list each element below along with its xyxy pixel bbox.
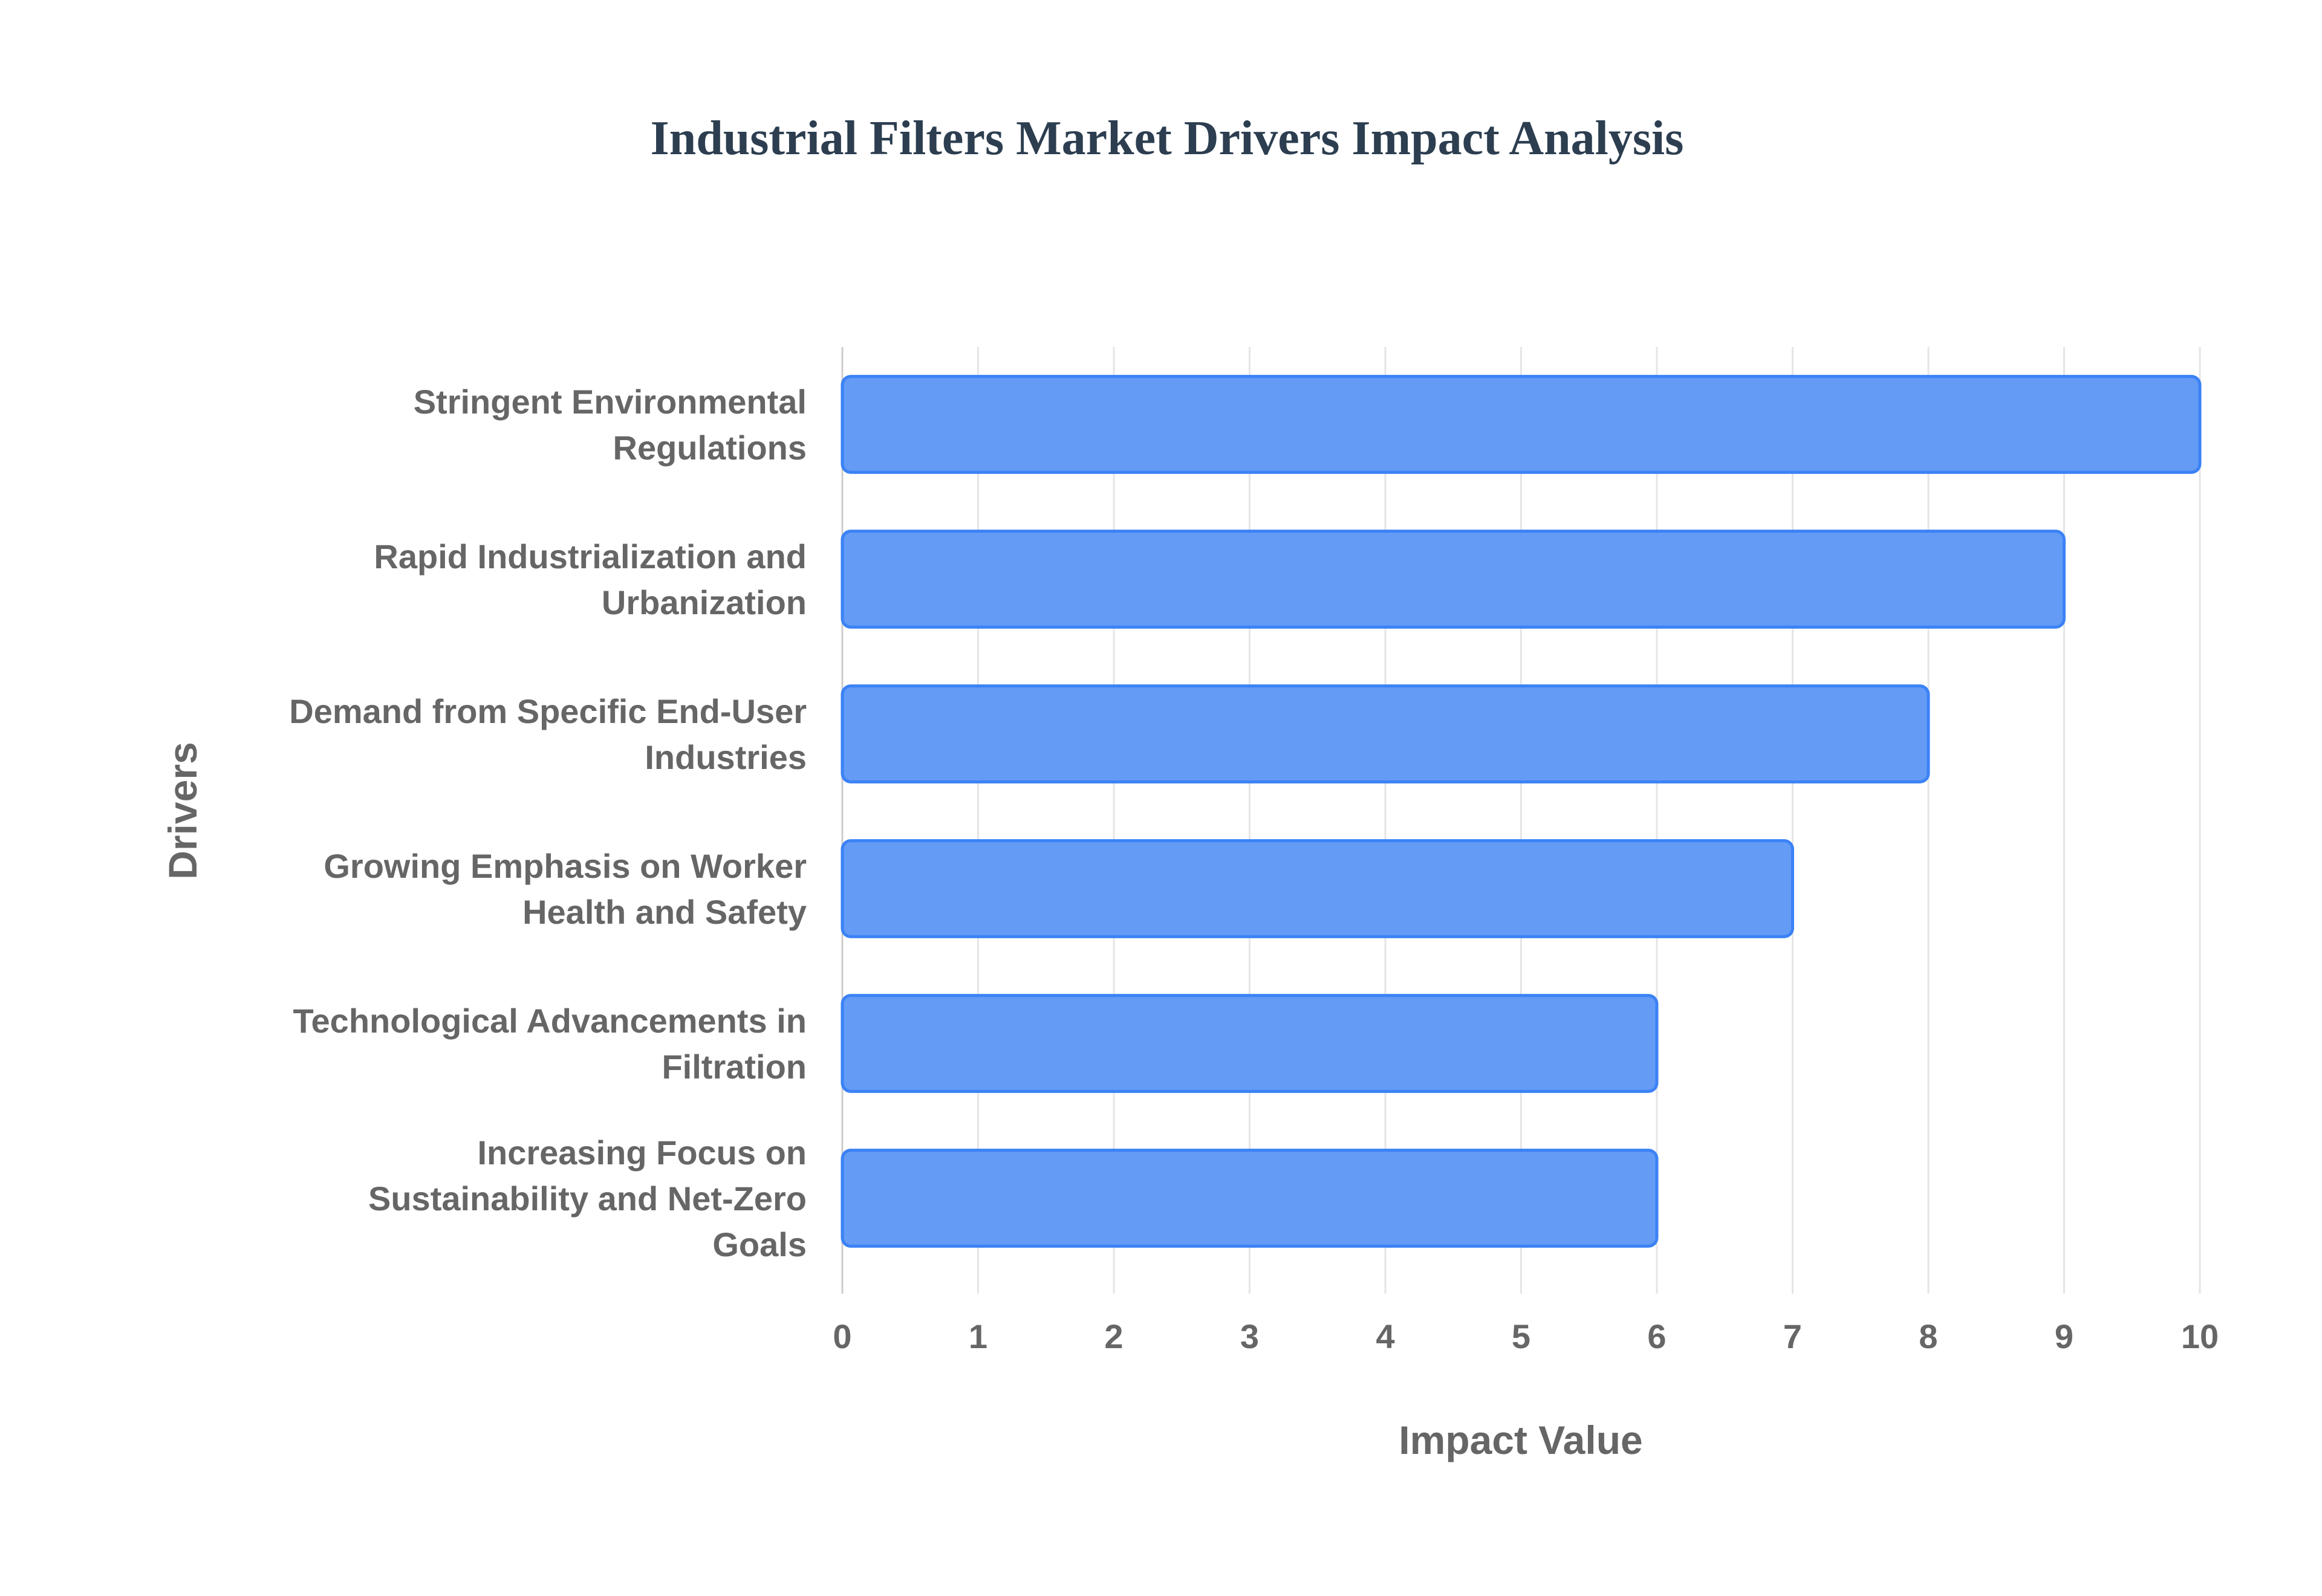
- category-label: Growing Emphasis on Worker: [324, 847, 807, 885]
- x-tick-label: 10: [2181, 1317, 2219, 1355]
- bar: [841, 530, 2066, 629]
- category-label: Regulations: [613, 429, 807, 467]
- bar: [841, 839, 1794, 938]
- category-label: Increasing Focus on: [477, 1134, 807, 1172]
- bars: [841, 375, 2202, 1248]
- category-label: Sustainability and Net-Zero: [368, 1179, 807, 1218]
- x-tick-label: 0: [833, 1317, 851, 1355]
- bar: [841, 994, 1659, 1093]
- category-label: Filtration: [662, 1048, 807, 1086]
- y-axis-title: Drivers: [160, 742, 205, 880]
- category-label: Goals: [712, 1225, 807, 1264]
- category-label: Technological Advancements in: [293, 1002, 807, 1040]
- bar: [841, 1149, 1659, 1248]
- x-axis-title: Impact Value: [1399, 1418, 1643, 1462]
- category-label: Industries: [645, 738, 807, 776]
- category-label: Stringent Environmental: [414, 383, 807, 421]
- x-tick-label: 2: [1104, 1317, 1123, 1355]
- x-tick-label: 5: [1512, 1317, 1530, 1355]
- category-label: Urbanization: [602, 583, 807, 621]
- x-tick-label: 4: [1376, 1317, 1394, 1355]
- chart-title: Industrial Filters Market Drivers Impact…: [651, 112, 1684, 165]
- category-label: Rapid Industrialization and: [374, 537, 807, 576]
- x-tick-label: 8: [1919, 1317, 1937, 1355]
- category-label: Demand from Specific End-User: [289, 692, 807, 730]
- category-label: Health and Safety: [522, 893, 807, 931]
- x-tick-label: 6: [1647, 1317, 1666, 1355]
- x-tick-label: 9: [2055, 1317, 2073, 1355]
- grid: [841, 347, 2201, 1294]
- bar: [841, 684, 1930, 783]
- x-tick-label: 7: [1783, 1317, 1802, 1355]
- category-labels: Stringent Environmental Regulations Rapid …: [289, 383, 807, 1264]
- x-tick-label: 1: [969, 1317, 987, 1355]
- x-tick-label: 3: [1240, 1317, 1259, 1355]
- x-tick-labels: 0 1 2 3 4 5 6 7 8 9 10: [833, 1317, 2219, 1355]
- bar: [841, 375, 2202, 474]
